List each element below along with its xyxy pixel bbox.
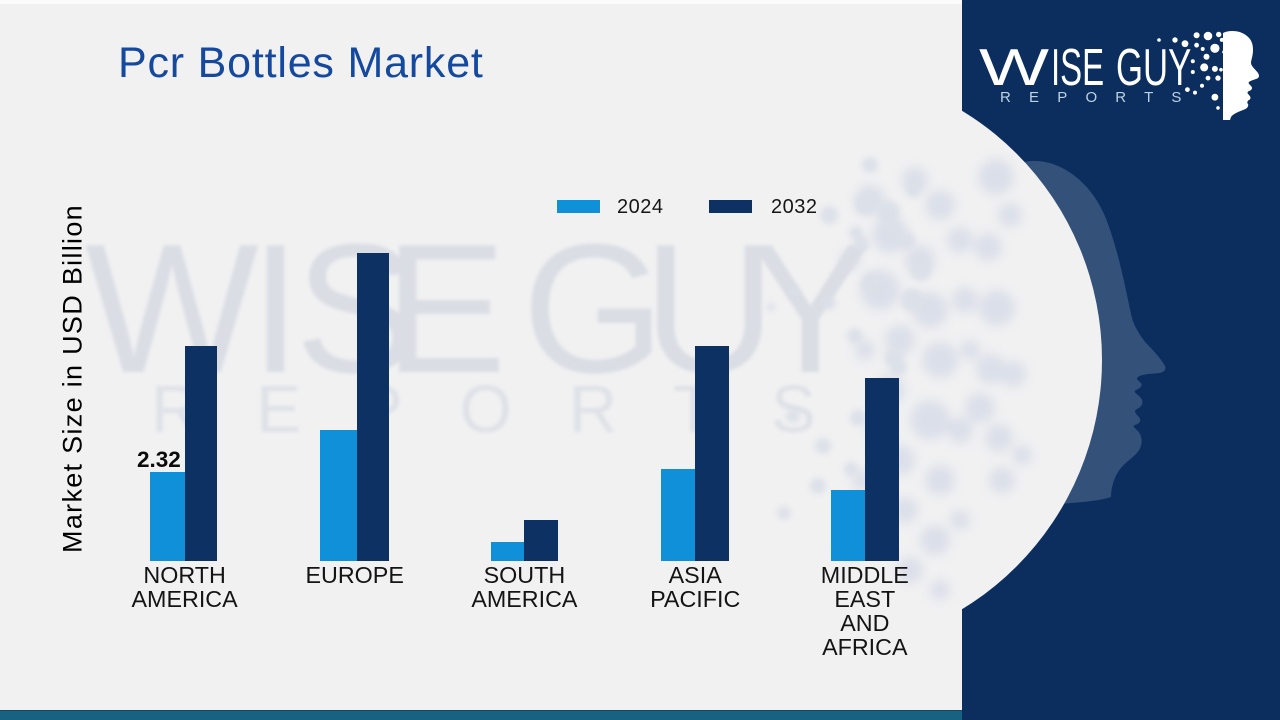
- svg-text:W: W: [979, 38, 1050, 96]
- svg-text:GUY: GUY: [1116, 39, 1191, 96]
- svg-text:ISE: ISE: [1051, 40, 1104, 97]
- svg-text:REPORTS: REPORTS: [1000, 89, 1200, 106]
